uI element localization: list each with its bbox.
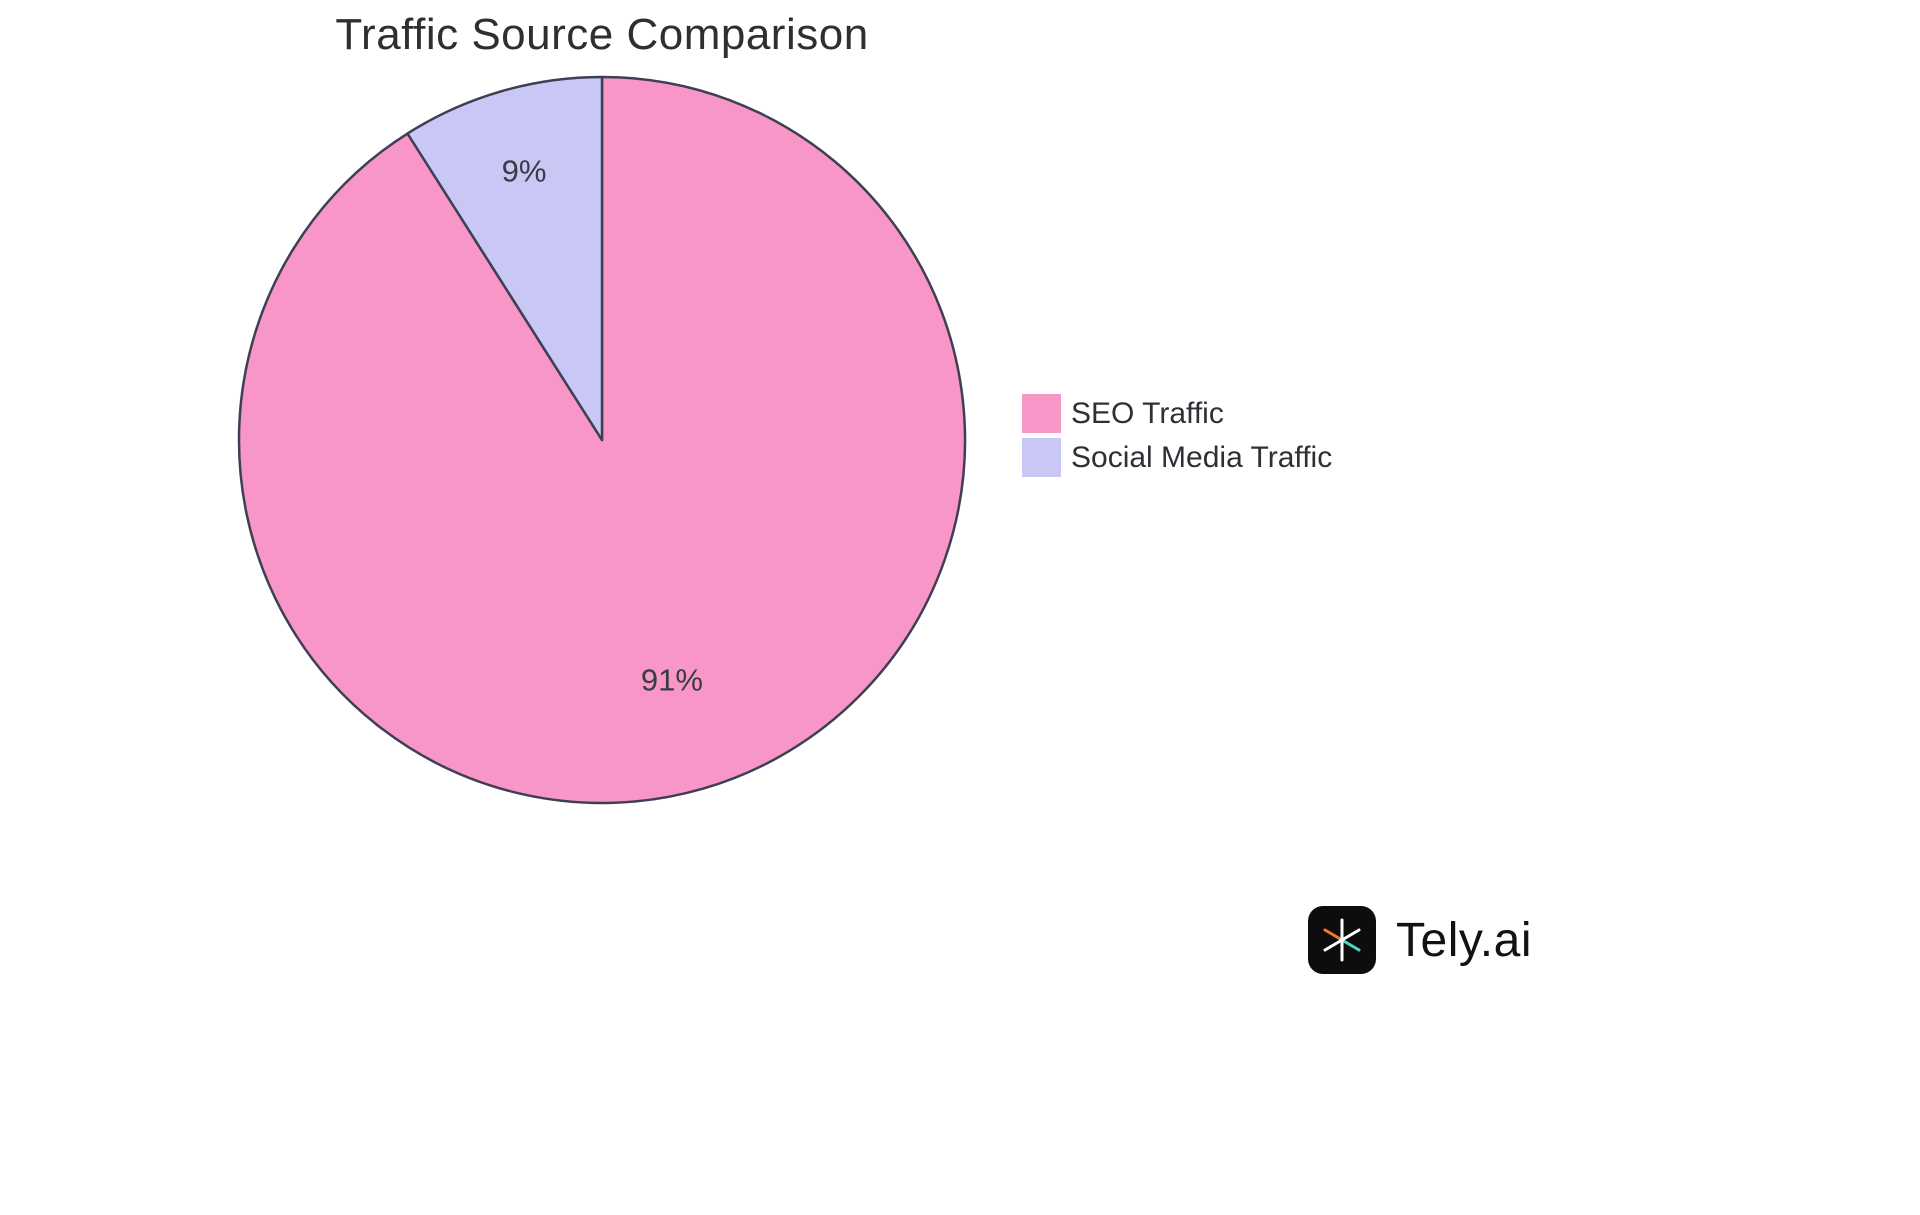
legend-label-social-media-traffic: Social Media Traffic [1071, 440, 1333, 474]
pie-chart-svg: 91% 9% [237, 75, 967, 805]
pie-chart: 91% 9% [230, 68, 974, 812]
legend-swatch-seo-traffic [1022, 394, 1061, 433]
chart-title: Traffic Source Comparison [335, 10, 869, 59]
legend-swatch-social-media-traffic [1022, 438, 1061, 477]
pie-slice-1 [406, 75, 604, 442]
pie-slice-label-0: 91% [641, 663, 703, 698]
brand-logo: Tely.ai [1308, 906, 1532, 974]
tely-logo-icon [1308, 906, 1376, 974]
asterisk-icon [1323, 918, 1361, 962]
legend-item-social-media-traffic: Social Media Traffic [1022, 438, 1332, 477]
legend-item-seo-traffic: SEO Traffic [1022, 394, 1332, 433]
brand-wordmark: Tely.ai [1396, 913, 1532, 967]
legend-label-seo-traffic: SEO Traffic [1071, 396, 1224, 430]
chart-legend: SEO Traffic Social Media Traffic [1022, 394, 1332, 482]
pie-slice-label-1: 9% [502, 154, 547, 189]
